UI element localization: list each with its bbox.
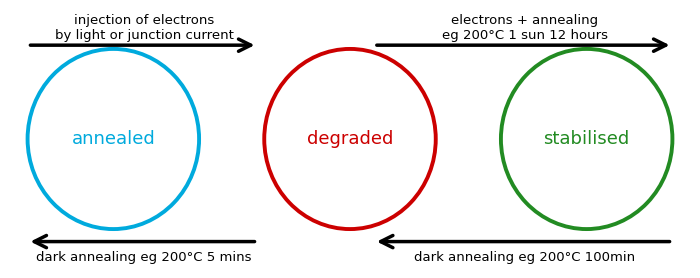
Text: dark annealing eg 200°C 100min: dark annealing eg 200°C 100min <box>414 251 636 264</box>
Text: stabilised: stabilised <box>543 130 630 148</box>
Text: electrons + annealing
eg 200°C 1 sun 12 hours: electrons + annealing eg 200°C 1 sun 12 … <box>442 14 608 42</box>
Text: dark annealing eg 200°C 5 mins: dark annealing eg 200°C 5 mins <box>36 251 252 264</box>
Text: injection of electrons
by light or junction current: injection of electrons by light or junct… <box>55 14 234 42</box>
Text: degraded: degraded <box>307 130 393 148</box>
Text: annealed: annealed <box>71 130 155 148</box>
